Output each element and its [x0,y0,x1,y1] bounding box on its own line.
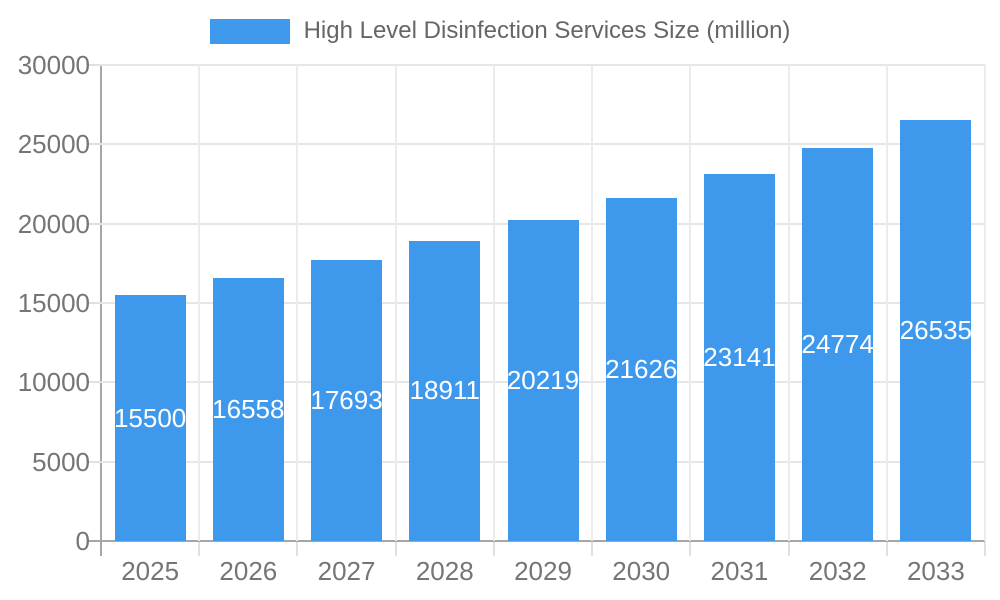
bar-value-label: 18911 [409,375,480,406]
y-gridline [101,64,985,66]
x-gridline [787,65,790,541]
x-axis-tick-label: 2033 [906,556,965,586]
x-axis-tick [296,542,299,556]
y-axis-line [100,65,102,556]
x-axis-line [87,540,985,542]
x-gridline [492,65,495,541]
bar-value-label: 15500 [113,402,187,433]
x-gridline [296,65,299,541]
bar-value-label: 26535 [899,314,973,345]
bar-value-label: 17693 [310,385,383,416]
x-axis-tick [689,542,692,556]
x-gridline [689,65,692,541]
y-axis-tick [88,143,101,146]
plot-area: 15500 16558 17693 18911 20219 21626 23141 24774… [101,64,986,541]
bar[interactable]: 20219 [506,220,580,541]
x-gridline [885,65,888,541]
y-axis-tick-label: 25000 [17,129,90,160]
x-axis-tick-label: 2031 [710,556,769,586]
x-axis-tick-label: 2029 [514,556,572,586]
y-axis-tick-label: 0 [75,526,90,556]
bar-value-label: 20219 [506,365,580,396]
x-gridline [591,65,594,541]
y-axis-tick-label: 10000 [17,367,90,398]
bar-value-label: 21626 [605,353,678,384]
bar-value-label: 24774 [801,328,874,359]
bar[interactable]: 26535 [899,119,973,541]
legend-swatch [209,18,290,44]
bar-value-label: 16558 [212,394,285,425]
y-axis-tick-label: 30000 [17,50,90,80]
x-axis-tick-label: 2030 [612,556,671,586]
bar[interactable]: 15500 [113,295,187,541]
y-axis-tick [88,302,101,304]
bar[interactable]: 21626 [605,197,678,541]
x-axis-tick-label: 2026 [219,556,278,586]
x-axis-tick [787,542,790,556]
x-axis-tick [591,542,594,556]
bar[interactable]: 16558 [212,278,285,541]
y-axis-tick-label: 5000 [32,446,90,477]
x-axis-tick [492,542,495,556]
x-gridline [198,65,201,541]
y-axis-tick-label: 15000 [17,288,90,318]
y-axis-tick [88,64,101,66]
x-axis-tick-label: 2027 [317,556,376,586]
bar[interactable]: 17693 [310,260,383,541]
bar[interactable]: 23141 [703,173,776,541]
x-axis-tick [984,542,986,556]
x-axis-tick-label: 2025 [121,556,180,586]
y-gridline [101,143,985,146]
x-axis-tick-label: 2028 [415,556,474,586]
x-axis-tick-label: 2032 [808,556,867,586]
x-gridline [984,65,986,541]
y-axis-tick [88,222,101,225]
legend-label: High Level Disinfection Services Size (m… [303,17,791,44]
y-axis-tick [88,381,101,384]
bar[interactable]: 18911 [409,240,481,541]
x-axis-tick [885,542,888,556]
bar[interactable]: 24774 [801,147,874,541]
x-axis-tick [394,542,397,556]
y-axis-tick [88,460,101,463]
bar-value-label: 23141 [703,341,776,372]
y-axis-tick-label: 20000 [17,208,90,239]
legend[interactable]: High Level Disinfection Services Size (m… [0,17,1000,45]
x-gridline [394,65,397,541]
x-axis-tick [198,542,201,556]
